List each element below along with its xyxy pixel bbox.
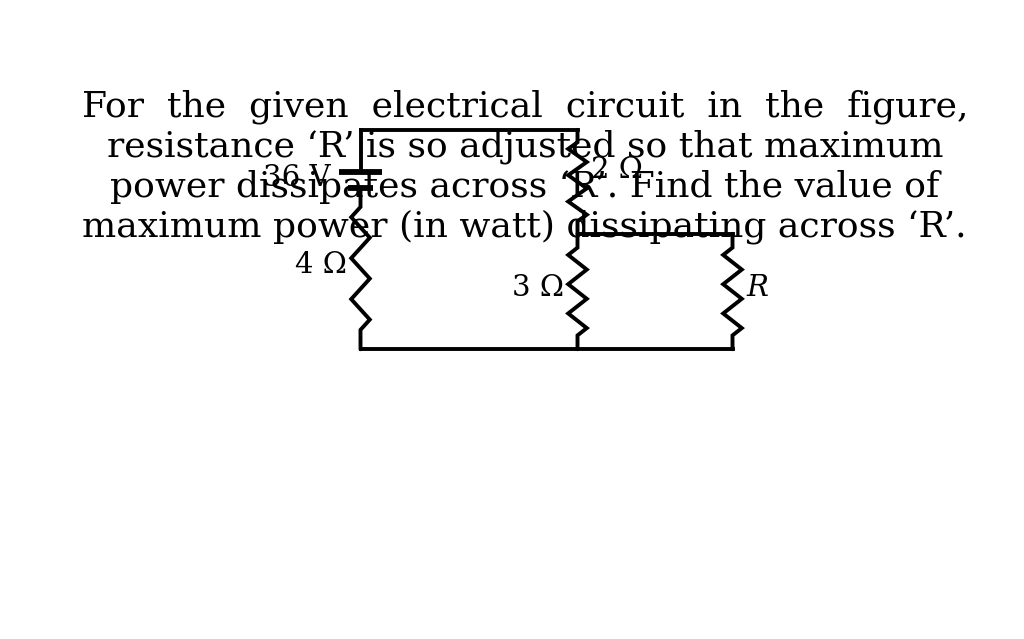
Text: 3 Ω: 3 Ω	[512, 273, 563, 302]
Text: For  the  given  electrical  circuit  in  the  figure,: For the given electrical circuit in the …	[82, 89, 968, 124]
Text: maximum power (in watt) dissipating across ‘R’.: maximum power (in watt) dissipating acro…	[83, 210, 967, 245]
Text: resistance ‘R’ is so adjusted so that maximum: resistance ‘R’ is so adjusted so that ma…	[106, 130, 943, 164]
Text: 36 V: 36 V	[263, 164, 331, 192]
Text: 4 Ω: 4 Ω	[295, 250, 346, 279]
Text: R: R	[746, 273, 768, 302]
Text: 2 Ω: 2 Ω	[592, 156, 643, 184]
Text: power dissipates across ‘R’. Find the value of: power dissipates across ‘R’. Find the va…	[111, 170, 939, 204]
